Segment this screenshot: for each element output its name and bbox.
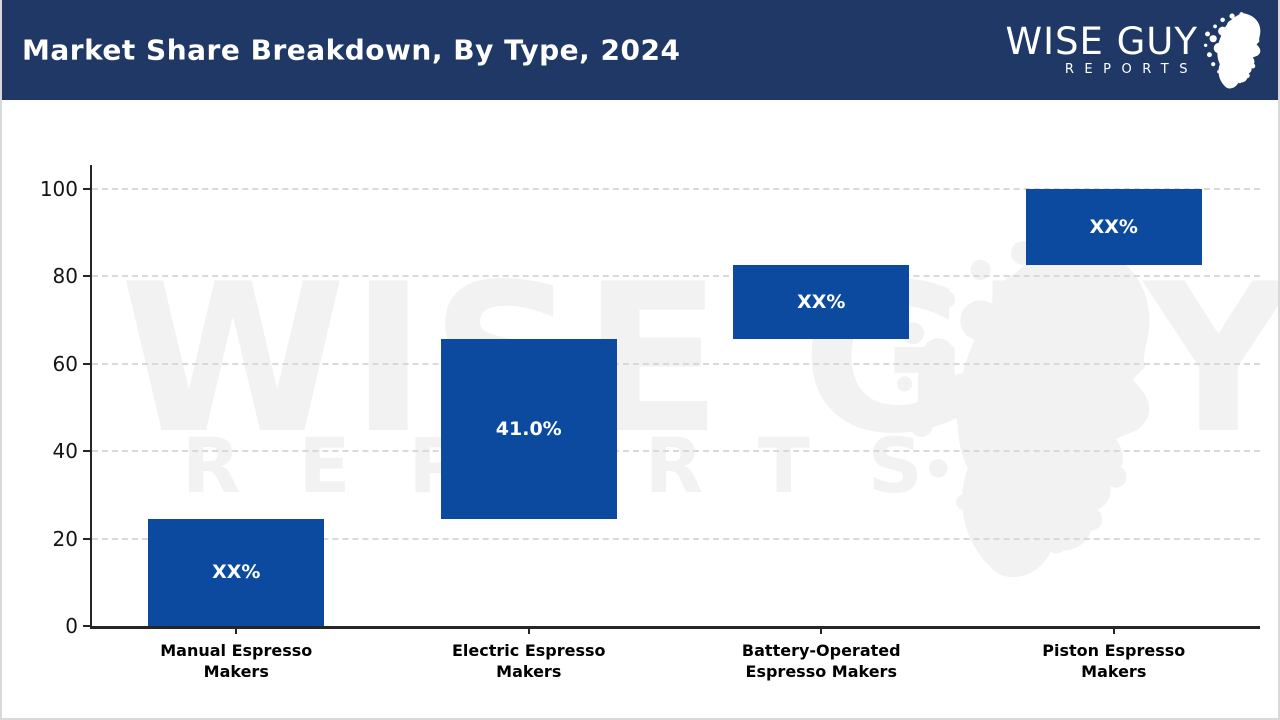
y-tick-label: 20 <box>52 526 78 551</box>
gridline <box>92 537 1260 540</box>
gridline <box>92 187 1260 190</box>
gridline <box>92 450 1260 452</box>
logo-face-icon <box>1203 12 1261 89</box>
x-tick-mark <box>235 628 238 634</box>
watermark-face-icon <box>896 235 1150 578</box>
y-tick-mark <box>83 450 90 452</box>
y-tick-label: 60 <box>52 351 78 376</box>
x-tick-mark <box>820 628 823 634</box>
x-tick-mark <box>1112 628 1115 634</box>
y-tick-label: 0 <box>65 614 78 638</box>
y-tick-label: 40 <box>52 439 78 463</box>
y-tick-mark <box>83 275 90 277</box>
bar-value-label: XX% <box>212 561 261 584</box>
header: Market Share Breakdown, By Type, 2024 WI… <box>2 0 1278 100</box>
wise-guy-logo: WISE GUY REPORTS <box>1006 4 1266 96</box>
bar-value-label: XX% <box>797 291 846 314</box>
bar-segment: XX% <box>1025 188 1202 266</box>
x-category-label: Battery-Operated Espresso Makers <box>741 641 901 681</box>
bar-segment: XX% <box>733 265 910 340</box>
y-tick-label: 80 <box>52 264 78 288</box>
y-tick-mark <box>83 187 90 190</box>
page-title: Market Share Breakdown, By Type, 2024 <box>22 33 681 67</box>
y-tick-mark <box>83 362 90 365</box>
bar-segment: XX% <box>148 518 325 626</box>
gridline <box>92 362 1260 365</box>
logo-subtext: REPORTS <box>1064 62 1198 78</box>
logo-wordmark: WISE GUY <box>1005 19 1198 63</box>
x-axis-line <box>90 626 1260 629</box>
y-tick-mark <box>83 537 90 540</box>
gridline <box>92 275 1260 277</box>
bar-value-label: 41.0% <box>495 418 562 441</box>
bar-segment: 41.0% <box>440 339 617 519</box>
logo-text: WISE GUY REPORTS <box>1005 19 1198 78</box>
x-category-label: Piston Espresso Makers <box>1042 641 1186 681</box>
x-category-label: Manual Espresso Makers <box>160 641 313 681</box>
x-tick-mark <box>527 628 530 634</box>
y-axis-line <box>90 165 92 628</box>
x-category-label: Electric Espresso Makers <box>451 641 606 681</box>
y-tick-mark <box>83 625 90 627</box>
y-tick-label: 100 <box>39 176 78 201</box>
bar-value-label: XX% <box>1089 215 1138 238</box>
